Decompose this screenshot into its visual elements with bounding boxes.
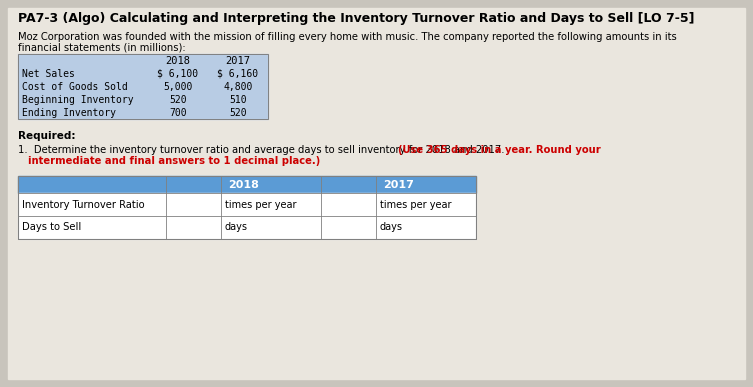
Text: financial statements (in millions):: financial statements (in millions):: [18, 43, 186, 53]
Text: Required:: Required:: [18, 131, 75, 141]
Text: 1.  Determine the inventory turnover ratio and average days to sell inventory fo: 1. Determine the inventory turnover rati…: [18, 145, 508, 155]
Text: times per year: times per year: [225, 200, 297, 209]
Text: times per year: times per year: [380, 200, 452, 209]
Text: $ 6,100: $ 6,100: [157, 69, 199, 79]
Text: Ending Inventory: Ending Inventory: [22, 108, 116, 118]
Text: $ 6,160: $ 6,160: [218, 69, 258, 79]
Bar: [18, 193, 476, 216]
Text: 5,000: 5,000: [163, 82, 193, 92]
Text: 2018: 2018: [228, 180, 259, 190]
Text: 520: 520: [169, 95, 187, 105]
Bar: [322, 219, 374, 236]
Text: Net Sales: Net Sales: [22, 69, 75, 79]
Bar: [18, 176, 476, 193]
Bar: [18, 176, 476, 239]
Text: Days to Sell: Days to Sell: [22, 223, 81, 233]
Text: 510: 510: [229, 95, 247, 105]
Text: Inventory Turnover Ratio: Inventory Turnover Ratio: [22, 200, 145, 209]
Text: days: days: [225, 223, 248, 233]
Bar: [18, 54, 268, 119]
Text: 2017: 2017: [383, 180, 414, 190]
Text: Moz Corporation was founded with the mission of filling every home with music. T: Moz Corporation was founded with the mis…: [18, 32, 677, 42]
Bar: [322, 196, 374, 213]
Text: 520: 520: [229, 108, 247, 118]
Bar: [18, 54, 268, 119]
Text: days: days: [380, 223, 403, 233]
Bar: [167, 196, 219, 213]
Text: intermediate and final answers to 1 decimal place.): intermediate and final answers to 1 deci…: [28, 156, 320, 166]
Text: 2018: 2018: [166, 56, 191, 66]
Bar: [18, 216, 476, 239]
Text: PA7-3 (Algo) Calculating and Interpreting the Inventory Turnover Ratio and Days : PA7-3 (Algo) Calculating and Interpretin…: [18, 12, 694, 25]
Text: Beginning Inventory: Beginning Inventory: [22, 95, 133, 105]
Text: Cost of Goods Sold: Cost of Goods Sold: [22, 82, 128, 92]
Text: 4,800: 4,800: [224, 82, 253, 92]
Bar: [167, 219, 219, 236]
Text: (Use 365 days in a year. Round your: (Use 365 days in a year. Round your: [398, 145, 601, 155]
Text: 700: 700: [169, 108, 187, 118]
Text: 2017: 2017: [225, 56, 251, 66]
